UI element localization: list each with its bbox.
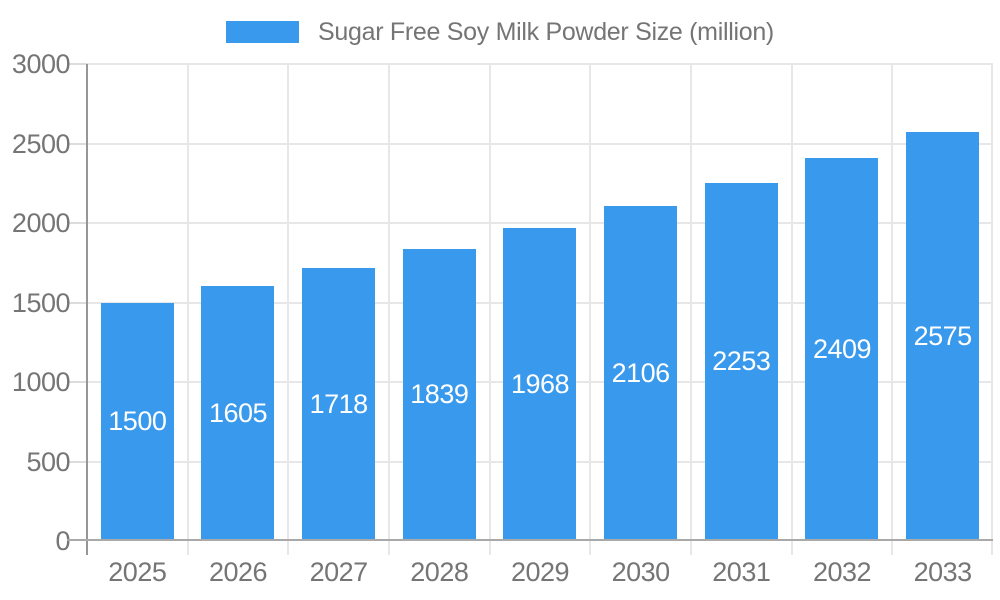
y-tick-3000 — [68, 63, 87, 65]
gridline-h-3000 — [87, 63, 993, 65]
y-tick-2000 — [68, 222, 87, 224]
gridline-v-8 — [891, 64, 894, 555]
gridline-h-2500 — [87, 142, 993, 145]
legend-label: Sugar Free Soy Milk Powder Size (million… — [318, 17, 774, 46]
bar-value-2030: 2106 — [611, 358, 671, 389]
bar-2028[interactable]: 1839 — [402, 248, 476, 541]
x-label-2032: 2032 — [812, 557, 872, 587]
gridline-v-4 — [488, 64, 491, 555]
bar-value-2033: 2575 — [913, 320, 973, 351]
y-tick-500 — [68, 460, 87, 463]
x-label-2028: 2028 — [410, 557, 469, 587]
bar-value-2026: 1605 — [208, 397, 268, 428]
y-label-2000: 2000 — [11, 208, 71, 238]
bar-2029[interactable]: 1968 — [503, 228, 577, 541]
x-label-2025: 2025 — [108, 557, 167, 587]
y-label-1000: 1000 — [11, 367, 71, 397]
x-label-2033: 2033 — [913, 557, 973, 587]
gridline-v-2 — [287, 64, 290, 555]
gridline-v-right — [991, 64, 993, 555]
legend-item[interactable]: Sugar Free Soy Milk Powder Size (million… — [0, 17, 1000, 46]
bar-2031[interactable]: 2253 — [704, 182, 778, 541]
bar-2027[interactable]: 1718 — [302, 267, 376, 541]
bar-value-2025: 1500 — [108, 406, 167, 437]
x-label-2026: 2026 — [208, 557, 268, 587]
y-label-500: 500 — [26, 446, 70, 477]
bar-2030[interactable]: 2106 — [604, 206, 678, 541]
gridline-v-5 — [589, 64, 592, 555]
bar-value-2031: 2253 — [712, 346, 771, 377]
y-label-3000: 3000 — [11, 49, 71, 79]
y-label-2500: 2500 — [11, 128, 71, 159]
y-axis-line — [86, 64, 88, 555]
bar-value-2027: 1718 — [309, 388, 369, 419]
gridline-h-2000 — [87, 222, 993, 224]
bar-2025[interactable]: 1500 — [100, 302, 174, 541]
y-tick-1500 — [68, 301, 87, 304]
bar-value-2032: 2409 — [812, 333, 872, 364]
x-axis-line — [67, 539, 993, 541]
x-label-2031: 2031 — [712, 557, 771, 587]
plot-area: 1500 1605 1718 1839 1968 2106 — [67, 63, 993, 587]
bar-value-2029: 1968 — [510, 369, 570, 400]
x-label-2029: 2029 — [510, 557, 570, 587]
bar-2032[interactable]: 2409 — [805, 157, 879, 541]
gridline-v-3 — [388, 64, 390, 555]
y-label-1500: 1500 — [11, 287, 71, 318]
y-tick-2500 — [68, 142, 87, 145]
y-label-0: 0 — [55, 526, 70, 556]
x-label-2030: 2030 — [611, 557, 671, 587]
bar-value-2028: 1839 — [410, 379, 469, 410]
bar-2033[interactable]: 2575 — [906, 131, 980, 541]
gridline-v-7 — [790, 64, 793, 555]
gridline-v-1 — [186, 64, 189, 555]
gridline-v-6 — [690, 64, 692, 555]
x-label-2027: 2027 — [309, 557, 369, 587]
y-tick-1000 — [68, 381, 87, 383]
bar-2026[interactable]: 1605 — [201, 285, 275, 541]
legend-swatch — [226, 21, 300, 43]
